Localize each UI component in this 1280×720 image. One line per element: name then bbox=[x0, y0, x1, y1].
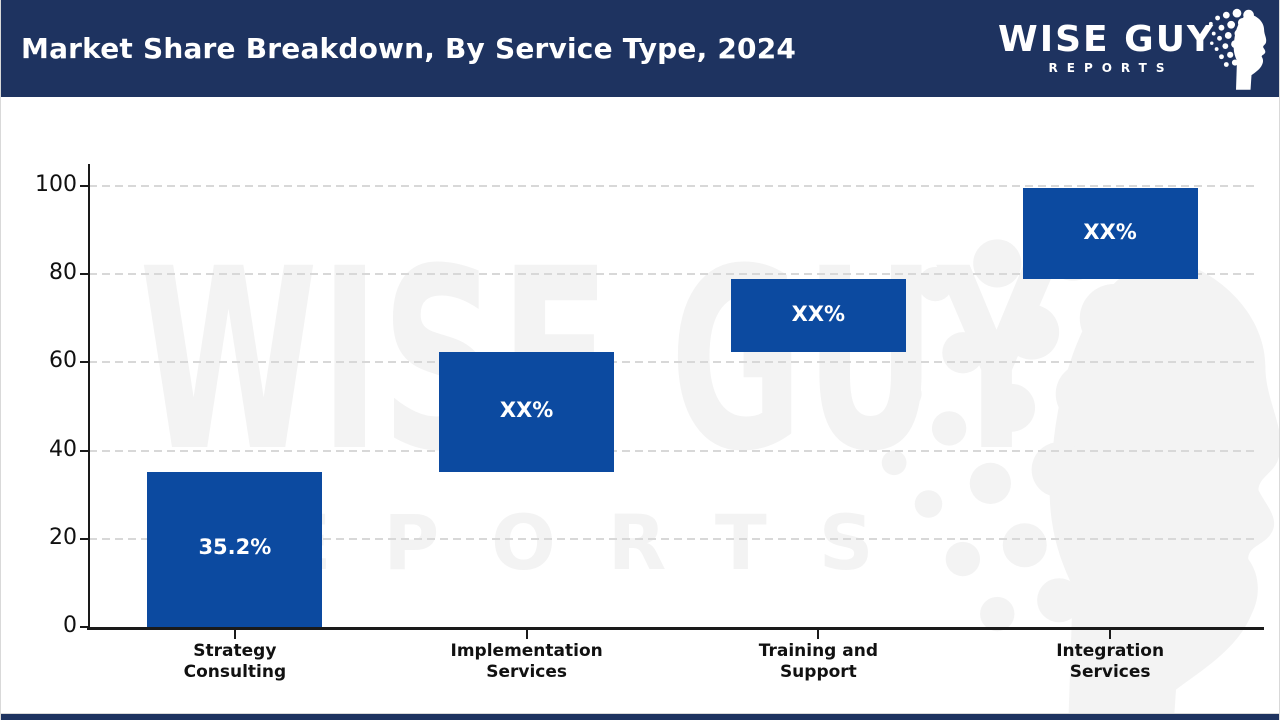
y-gridline bbox=[89, 537, 1256, 540]
y-tick-mark bbox=[80, 361, 89, 364]
y-tick-label: 60 bbox=[49, 348, 77, 374]
bar-value-label: XX% bbox=[499, 397, 554, 422]
y-axis-line bbox=[88, 164, 90, 629]
y-gridline bbox=[89, 361, 1256, 364]
y-tick-label: 20 bbox=[49, 524, 77, 550]
x-tick-mark bbox=[525, 630, 528, 639]
footer-bar bbox=[1, 714, 1279, 720]
logo-wordmark-line2: REPORTS bbox=[1048, 61, 1174, 75]
bar-value-label: XX% bbox=[791, 301, 846, 326]
x-category-label: Integration Services bbox=[1056, 641, 1165, 683]
y-tick-mark bbox=[80, 626, 89, 628]
brand-logo: WISE GUY REPORTS bbox=[998, 8, 1267, 90]
bar-value-label: 35.2% bbox=[198, 535, 272, 560]
x-category-label: Implementation Services bbox=[450, 641, 603, 683]
y-tick-mark bbox=[80, 449, 89, 452]
x-category-label: Strategy Consulting bbox=[183, 641, 287, 683]
logo-wordmark-line1: WISE GUY bbox=[997, 19, 1215, 60]
x-tick-mark bbox=[817, 630, 820, 639]
y-gridline bbox=[89, 185, 1256, 187]
y-gridline bbox=[89, 449, 1256, 452]
header: Market Share Breakdown, By Service Type,… bbox=[1, 0, 1279, 97]
logo-wordmark: WISE GUY REPORTS bbox=[997, 19, 1215, 76]
bar bbox=[147, 471, 323, 627]
y-tick-mark bbox=[80, 537, 89, 540]
y-tick-mark bbox=[80, 273, 89, 276]
x-tick-mark bbox=[1109, 630, 1112, 639]
x-axis-line bbox=[87, 627, 1264, 630]
y-tick-label: 40 bbox=[49, 436, 77, 462]
y-gridline bbox=[89, 273, 1256, 276]
x-category-label: Training and Support bbox=[758, 641, 879, 683]
x-tick-mark bbox=[233, 630, 236, 639]
y-tick-label: 0 bbox=[63, 613, 77, 638]
y-tick-label: 100 bbox=[35, 172, 77, 197]
y-tick-mark bbox=[80, 185, 89, 187]
page-title: Market Share Breakdown, By Service Type,… bbox=[21, 32, 797, 65]
bar-value-label: XX% bbox=[1083, 219, 1137, 244]
bar bbox=[439, 351, 615, 472]
y-tick-label: 80 bbox=[49, 260, 77, 286]
bottom-border-line bbox=[1, 713, 1279, 714]
